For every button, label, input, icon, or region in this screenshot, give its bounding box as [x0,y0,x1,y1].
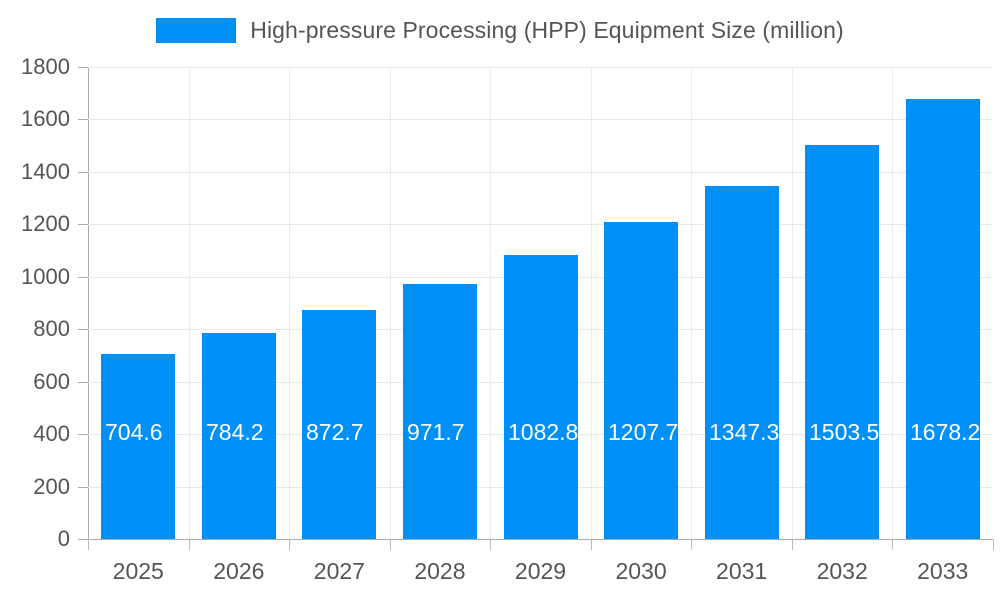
x-axis-tick-mark [88,539,89,550]
y-axis-tick-mark [78,539,88,540]
x-axis-tick-label: 2025 [112,558,164,584]
y-axis-tick-mark [78,224,88,226]
x-axis-tick-label: 2027 [313,558,365,584]
x-axis-tick-mark [289,539,290,550]
gridline-horizontal [88,224,993,226]
x-axis-tick-mark [490,539,491,550]
y-axis-tick-mark [78,276,88,278]
gridline-vertical [792,67,793,539]
x-axis-tick-label: 2031 [716,558,768,584]
x-axis-tick-label: 2033 [917,558,969,584]
y-axis-line [88,67,89,539]
x-axis-tick-label: 2028 [414,558,466,584]
y-axis-tick-label: 0 [57,526,70,551]
bar[interactable] [504,255,578,539]
gridline-horizontal [88,67,993,68]
y-axis-tick-mark [78,67,88,68]
x-axis-tick-mark [792,539,793,550]
gridline-vertical [289,67,290,539]
y-axis-tick-label: 400 [33,421,70,447]
x-axis-tick-mark [591,539,592,550]
bar[interactable] [202,333,276,539]
x-axis-tick-mark [390,539,391,550]
y-axis-tick-mark [78,434,88,436]
y-axis-tick-mark [78,486,88,488]
gridline-vertical [591,67,592,539]
y-axis-tick-label: 1600 [21,106,70,132]
bar[interactable] [705,185,779,539]
gridline-horizontal [88,119,993,121]
x-axis-tick-label: 2026 [213,558,265,584]
gridline-vertical [390,67,391,539]
gridline-horizontal [88,171,993,173]
bar[interactable] [906,98,980,539]
x-axis-tick-mark [691,539,692,550]
y-axis-tick-label: 1400 [21,158,70,184]
x-axis-tick-label: 2030 [615,558,667,584]
x-axis-tick-label: 2032 [816,558,868,584]
gridline-vertical [892,67,893,539]
y-axis-tick-mark [78,381,88,383]
gridline-vertical [189,67,190,539]
bar[interactable] [805,144,879,539]
y-axis-tick-label: 1200 [21,211,70,237]
y-axis-tick-label: 1800 [21,54,70,79]
x-axis-tick-mark [892,539,893,550]
y-axis-tick-label: 200 [33,473,70,499]
y-axis-tick-mark [78,119,88,121]
gridline-vertical [490,67,491,539]
legend-label-hpp: High-pressure Processing (HPP) Equipment… [250,16,844,43]
y-axis-tick-label: 800 [33,316,70,342]
x-axis-tick-mark [993,539,994,550]
y-axis-tick-mark [78,171,88,173]
y-axis-tick-mark [78,329,88,331]
plot-area: 704.6 784.2 872.7 971.7 1082.8 1207.7 1347.3 15… [88,67,993,539]
chart-legend: High-pressure Processing (HPP) Equipment… [0,10,1000,50]
bar[interactable] [403,284,477,539]
x-axis-tick-label: 2029 [514,558,567,584]
x-axis-tick-mark [189,539,190,550]
y-axis-tick-label: 600 [33,368,70,394]
x-axis-line [88,539,994,540]
bar[interactable] [101,354,175,539]
legend-item-hpp[interactable]: High-pressure Processing (HPP) Equipment… [156,16,844,44]
y-axis-tick-label: 1000 [21,263,70,289]
legend-swatch-hpp [156,17,237,43]
gridline-vertical [691,67,692,539]
bar[interactable] [302,310,376,539]
bar[interactable] [604,222,678,539]
